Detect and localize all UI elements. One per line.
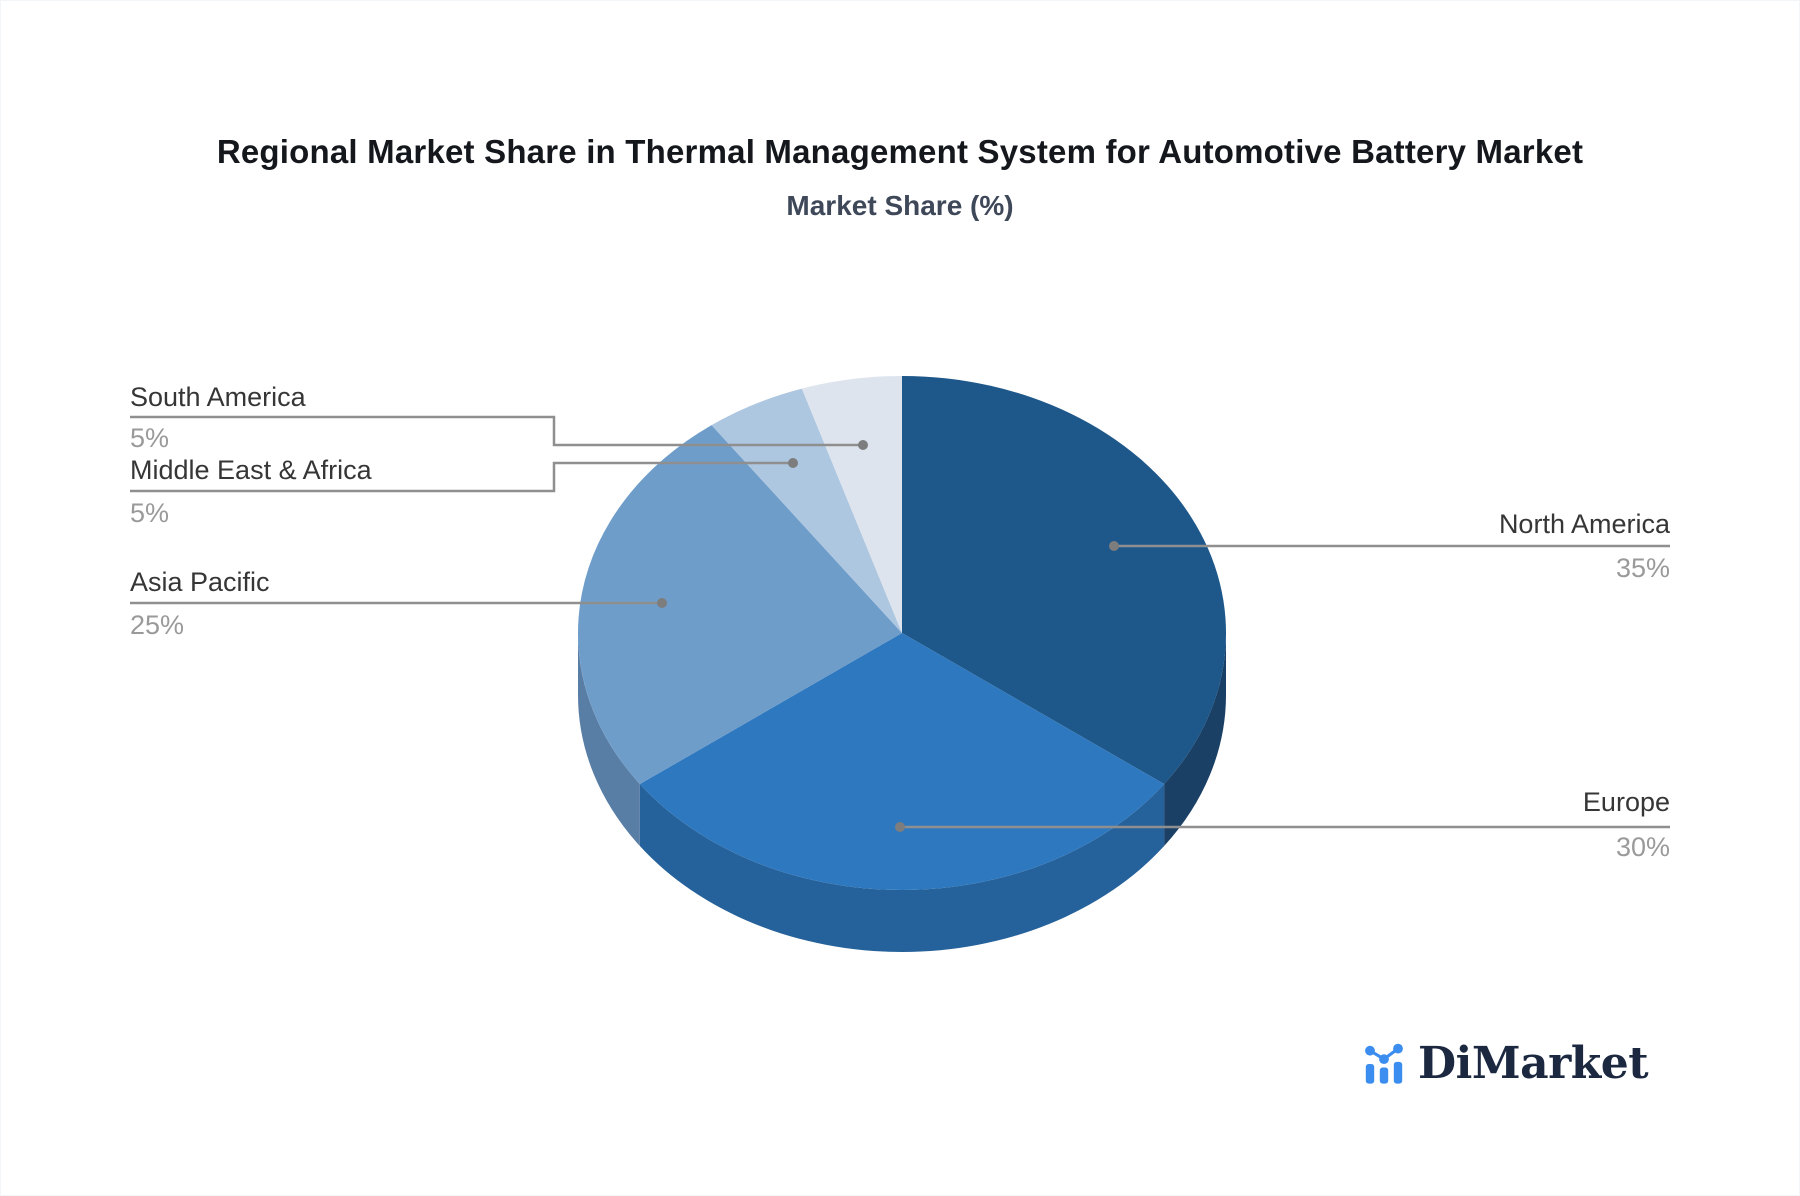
leader-dot xyxy=(1109,541,1119,551)
pie-slice-north-america xyxy=(902,376,1226,785)
pie-slice-side xyxy=(578,633,640,847)
slice-label-north-america: North America xyxy=(1498,509,1670,539)
pie-slice-side xyxy=(639,784,1165,952)
pie-slice-side xyxy=(1164,633,1226,847)
chart-title: Regional Market Share in Thermal Managem… xyxy=(216,133,1584,170)
slice-pct-north-america: 35% xyxy=(1615,553,1670,583)
pie-slice-asia-pacific xyxy=(578,425,902,785)
dimarket-logo: DiMarket xyxy=(1363,1038,1649,1089)
slice-label-middle-east-africa: Middle East & Africa xyxy=(130,455,372,485)
leader-dot xyxy=(858,440,868,450)
leader-dot xyxy=(788,458,798,468)
slice-pct-south-america: 5% xyxy=(130,423,170,453)
slice-pct-europe: 30% xyxy=(1615,832,1670,862)
leader-line xyxy=(130,415,863,447)
pie-slice-middle-east-africa xyxy=(711,388,902,633)
leader-dot xyxy=(895,822,905,832)
slice-label-asia-pacific: Asia Pacific xyxy=(130,567,270,597)
pie-slice-europe xyxy=(639,633,1165,890)
slice-label-south-america: South America xyxy=(130,382,306,412)
leader-dot xyxy=(657,598,667,608)
leader-line xyxy=(130,461,793,493)
slice-label-europe: Europe xyxy=(1582,787,1670,817)
logo-text: DiMarket xyxy=(1418,1038,1649,1089)
chart-subtitle: Market Share (%) xyxy=(786,190,1014,221)
slice-pct-asia-pacific: 25% xyxy=(130,610,185,640)
pie-slice-south-america xyxy=(801,376,902,633)
slice-pct-middle-east-africa: 5% xyxy=(130,498,170,528)
bar-line-chart-icon xyxy=(1365,1043,1403,1084)
